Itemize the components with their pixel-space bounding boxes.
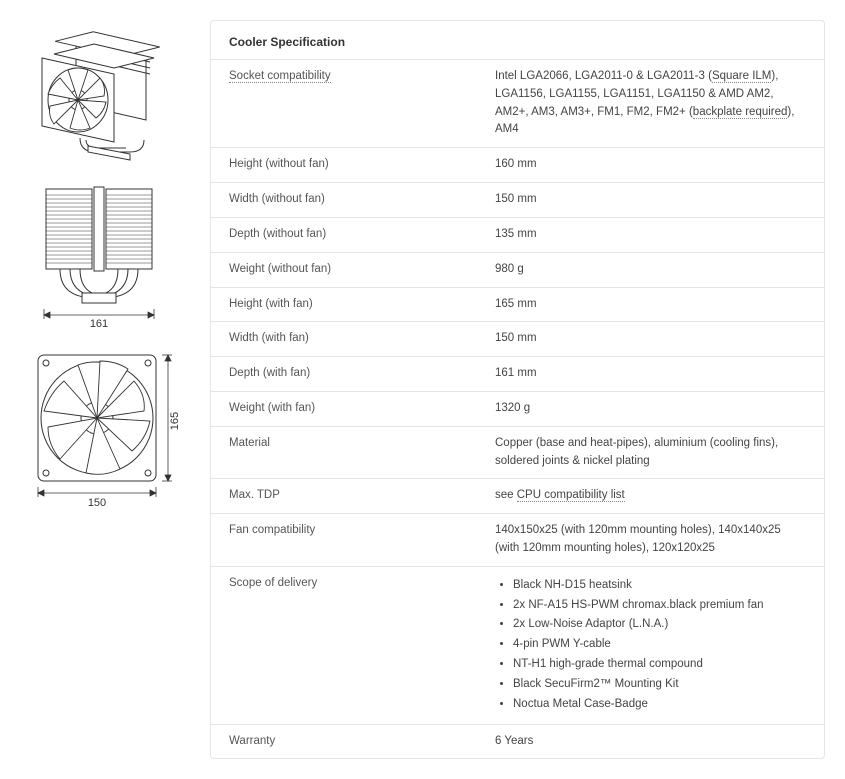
spec-table: Socket compatibilityIntel LGA2066, LGA20… (211, 59, 824, 758)
spec-label: Scope of delivery (211, 566, 477, 724)
spec-label: Width (with fan) (211, 322, 477, 357)
spec-row: Weight (with fan)1320 g (211, 391, 824, 426)
spec-value: Intel LGA2066, LGA2011-0 & LGA2011-3 (Sq… (477, 60, 824, 148)
spec-value: 1320 g (477, 391, 824, 426)
spec-label: Warranty (211, 724, 477, 758)
delivery-item: 2x Low-Noise Adaptor (L.N.A.) (513, 616, 806, 634)
spec-row: Height (without fan)160 mm (211, 148, 824, 183)
spec-label: Material (211, 426, 477, 479)
spec-label: Height (with fan) (211, 287, 477, 322)
spec-label: Depth (with fan) (211, 357, 477, 392)
diagram-front: 161 (20, 181, 180, 331)
spec-link[interactable]: backplate required (693, 106, 788, 119)
page-layout: 161 (20, 20, 825, 759)
delivery-item: 2x NF-A15 HS-PWM chromax.black premium f… (513, 597, 806, 615)
spec-row: Warranty6 Years (211, 724, 824, 758)
delivery-item: Black SecuFirm2™ Mounting Kit (513, 676, 806, 694)
spec-row: Fan compatibility140x150x25 (with 120mm … (211, 514, 824, 567)
spec-row: Scope of delivery Black NH-D15 heatsink 2x… (211, 566, 824, 724)
spec-value: 150 mm (477, 322, 824, 357)
spec-value: 140x150x25 (with 120mm mounting holes), … (477, 514, 824, 567)
dim-depth: 161 (90, 318, 108, 330)
spec-label: Weight (with fan) (211, 391, 477, 426)
spec-label: Weight (without fan) (211, 252, 477, 287)
spec-link[interactable]: CPU compatibility list (517, 489, 625, 502)
spec-row: Max. TDPsee CPU compatibility list (211, 479, 824, 514)
spec-label: Width (without fan) (211, 183, 477, 218)
spec-value: 165 mm (477, 287, 824, 322)
spec-label: Max. TDP (211, 479, 477, 514)
spec-value: see CPU compatibility list (477, 479, 824, 514)
spec-row: MaterialCopper (base and heat-pipes), al… (211, 426, 824, 479)
spec-row: Height (with fan)165 mm (211, 287, 824, 322)
spec-value: 6 Years (477, 724, 824, 758)
spec-link[interactable]: Square ILM (712, 70, 771, 83)
spec-row: Width (with fan)150 mm (211, 322, 824, 357)
spec-value: Black NH-D15 heatsink 2x NF-A15 HS-PWM ch… (477, 566, 824, 724)
spec-value: 980 g (477, 252, 824, 287)
dim-width: 150 (88, 497, 106, 509)
spec-value: 150 mm (477, 183, 824, 218)
spec-row: Depth (without fan)135 mm (211, 217, 824, 252)
spec-row: Depth (with fan)161 mm (211, 357, 824, 392)
diagram-iso (20, 28, 180, 163)
spec-label: Fan compatibility (211, 514, 477, 567)
diagram-column: 161 (20, 20, 180, 509)
delivery-item: Noctua Metal Case-Badge (513, 696, 806, 714)
spec-label: Socket compatibility (211, 60, 477, 148)
delivery-item: 4-pin PWM Y-cable (513, 636, 806, 654)
spec-panel: Cooler Specification Socket compatibilit… (210, 20, 825, 759)
dim-height: 165 (169, 412, 181, 430)
delivery-item: NT-H1 high-grade thermal compound (513, 656, 806, 674)
spec-title: Cooler Specification (211, 21, 824, 59)
spec-row: Width (without fan)150 mm (211, 183, 824, 218)
spec-value: 160 mm (477, 148, 824, 183)
spec-label: Height (without fan) (211, 148, 477, 183)
spec-value: 135 mm (477, 217, 824, 252)
spec-value: Copper (base and heat-pipes), aluminium … (477, 426, 824, 479)
diagram-fan: 150 165 (20, 349, 180, 509)
spec-row: Socket compatibilityIntel LGA2066, LGA20… (211, 60, 824, 148)
spec-row: Weight (without fan)980 g (211, 252, 824, 287)
delivery-list: Black NH-D15 heatsink 2x NF-A15 HS-PWM ch… (495, 577, 806, 714)
spec-value: 161 mm (477, 357, 824, 392)
delivery-item: Black NH-D15 heatsink (513, 577, 806, 595)
spec-label: Depth (without fan) (211, 217, 477, 252)
